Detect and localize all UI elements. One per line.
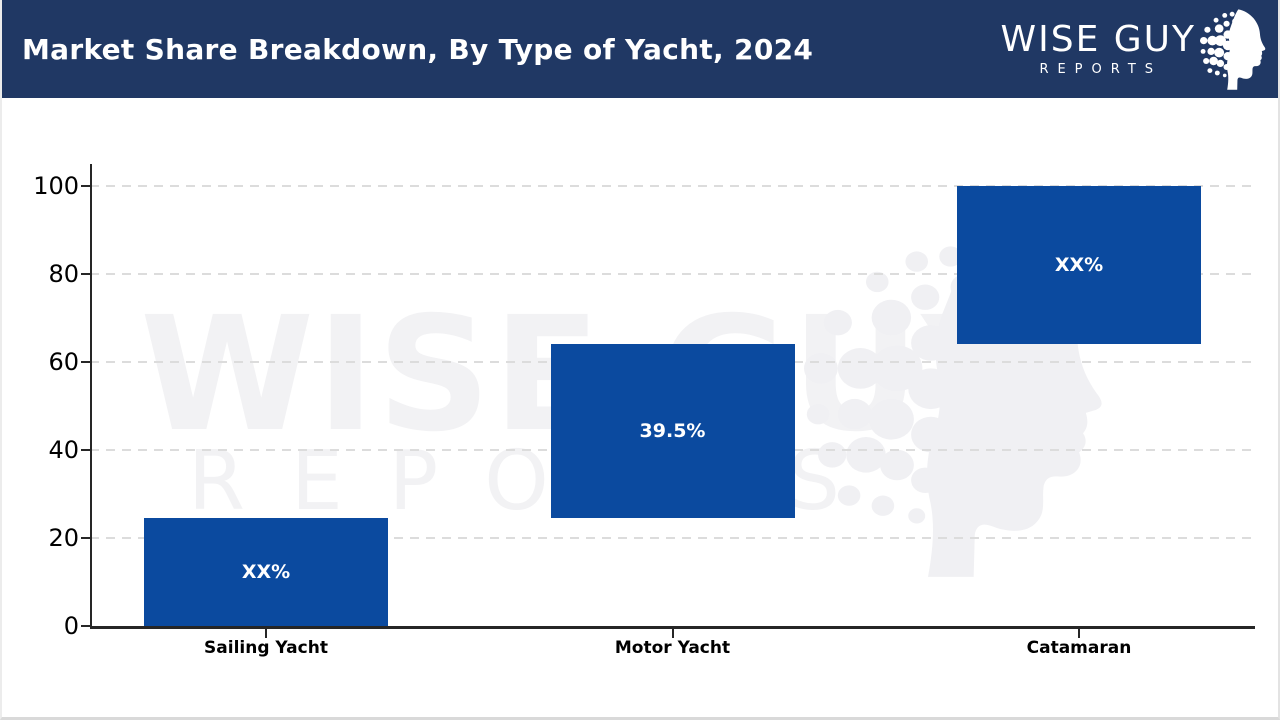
bar-label-catamaran: XX% [1054,254,1104,277]
category-label-motor-yacht: Motor Yacht [614,638,731,658]
bar-label-sailing-yacht: XX% [241,561,291,584]
category-label-catamaran: Catamaran [1026,638,1132,658]
logo-wordmark: WISE GUY REPORTS [1000,18,1197,77]
y-tick-label-80: 80 [48,260,79,288]
y-tick-label-60: 60 [48,348,79,376]
wiseguy-logo: WISE GUY REPORTS [1001,7,1269,91]
logo-head-icon [1200,9,1266,90]
y-tick-label-40: 40 [48,436,79,464]
gridline-20 [90,537,1255,539]
x-tick-motor-yacht [671,629,674,638]
x-tick-catamaran [1078,629,1080,638]
header-bar: Market Share Breakdown, By Type of Yacht… [2,0,1278,98]
y-tick-40 [81,449,90,451]
x-tick-sailing-yacht [265,629,267,638]
y-tick-100 [81,185,90,187]
page-title: Market Share Breakdown, By Type of Yacht… [22,32,814,66]
y-tick-label-100: 100 [33,172,79,200]
bar-sailing-yacht: XX% [144,518,388,626]
bar-catamaran: XX% [957,186,1201,345]
logo-wordmark-line1: WISE GUY [1000,18,1196,60]
gridline-80 [90,273,1255,275]
gridline-100 [90,185,1255,187]
x-axis [90,626,1255,629]
y-tick-label-20: 20 [48,524,79,552]
y-tick-20 [81,537,90,539]
y-tick-80 [81,273,90,275]
y-tick-60 [81,361,90,363]
bar-motor-yacht: 39.5% [550,344,795,519]
category-label-sailing-yacht: Sailing Yacht [204,638,328,658]
y-tick-0 [81,625,90,627]
bar-label-motor-yacht: 39.5% [639,420,706,443]
y-axis [90,164,92,629]
logo-wordmark-line2: REPORTS [1039,61,1163,77]
y-tick-label-0: 0 [63,612,79,640]
